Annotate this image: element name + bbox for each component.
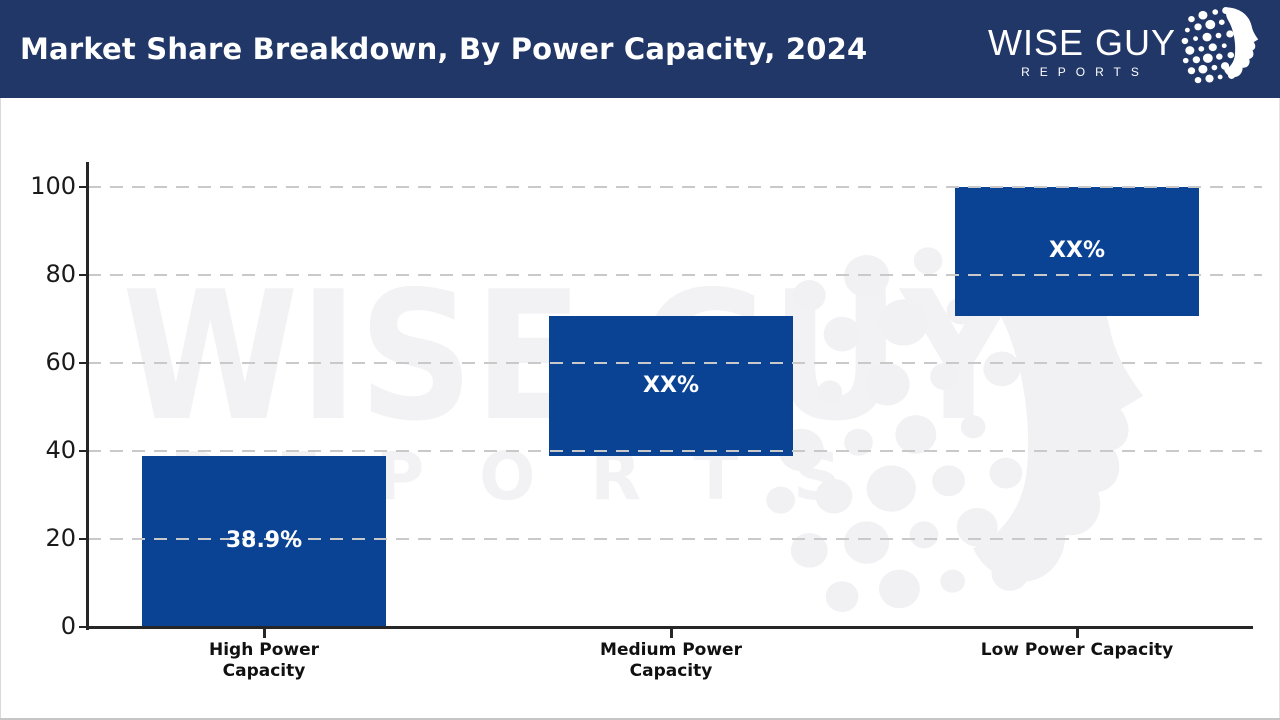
wise-guy-reports-logo: WISE GUY REPORTS: [988, 5, 1266, 95]
bar-segment: [142, 455, 386, 627]
y-tick-mark: [79, 538, 86, 540]
y-tick-mark: [79, 626, 86, 628]
logo-face-icon: [1181, 6, 1259, 84]
x-category-label-line: Low Power Capacity: [980, 640, 1174, 660]
x-tick-mark: [670, 629, 673, 638]
x-tick-mark: [1076, 629, 1079, 638]
bar-value-label: 38.9%: [225, 528, 303, 554]
y-tick-mark: [79, 362, 86, 364]
x-category-label-line: Capacity: [629, 661, 713, 681]
y-tick-mark: [79, 450, 86, 452]
gridline: [88, 538, 1262, 540]
x-category-label: Low Power Capacity: [917, 640, 1237, 661]
x-axis-line: [86, 626, 1253, 629]
gridline: [88, 450, 1262, 452]
x-category-label-line: High Power: [208, 640, 319, 660]
x-category-label-line: Capacity: [222, 661, 306, 681]
y-tick-label: 40: [45, 436, 76, 464]
logo-subtitle: REPORTS: [1021, 64, 1149, 79]
y-tick-mark: [79, 274, 86, 276]
y-tick-label: 20: [45, 524, 76, 552]
logo-text: WISE GUY REPORTS: [988, 22, 1176, 79]
x-category-label: High Power Capacity: [104, 640, 424, 682]
y-tick-label: 100: [30, 172, 76, 200]
bar-segment: [549, 315, 793, 456]
gridline: [88, 362, 1262, 364]
bar-value-label: XX%: [1049, 238, 1105, 264]
x-category-label: Medium Power Capacity: [511, 640, 831, 682]
page-title: Market Share Breakdown, By Power Capacit…: [20, 32, 868, 66]
header: Market Share Breakdown, By Power Capacit…: [0, 0, 1280, 98]
x-category-label-line: Medium Power: [600, 640, 742, 660]
gridline: [88, 186, 1262, 188]
y-tick-label: 80: [45, 260, 76, 288]
logo-wordmark: WISE GUY: [987, 21, 1176, 63]
y-tick-mark: [79, 186, 86, 188]
y-axis-line: [86, 162, 89, 630]
x-tick-mark: [263, 629, 266, 638]
bar-value-label: XX%: [643, 372, 699, 398]
y-tick-label: 0: [60, 612, 76, 640]
gridline: [88, 274, 1262, 276]
y-tick-label: 60: [45, 348, 76, 376]
